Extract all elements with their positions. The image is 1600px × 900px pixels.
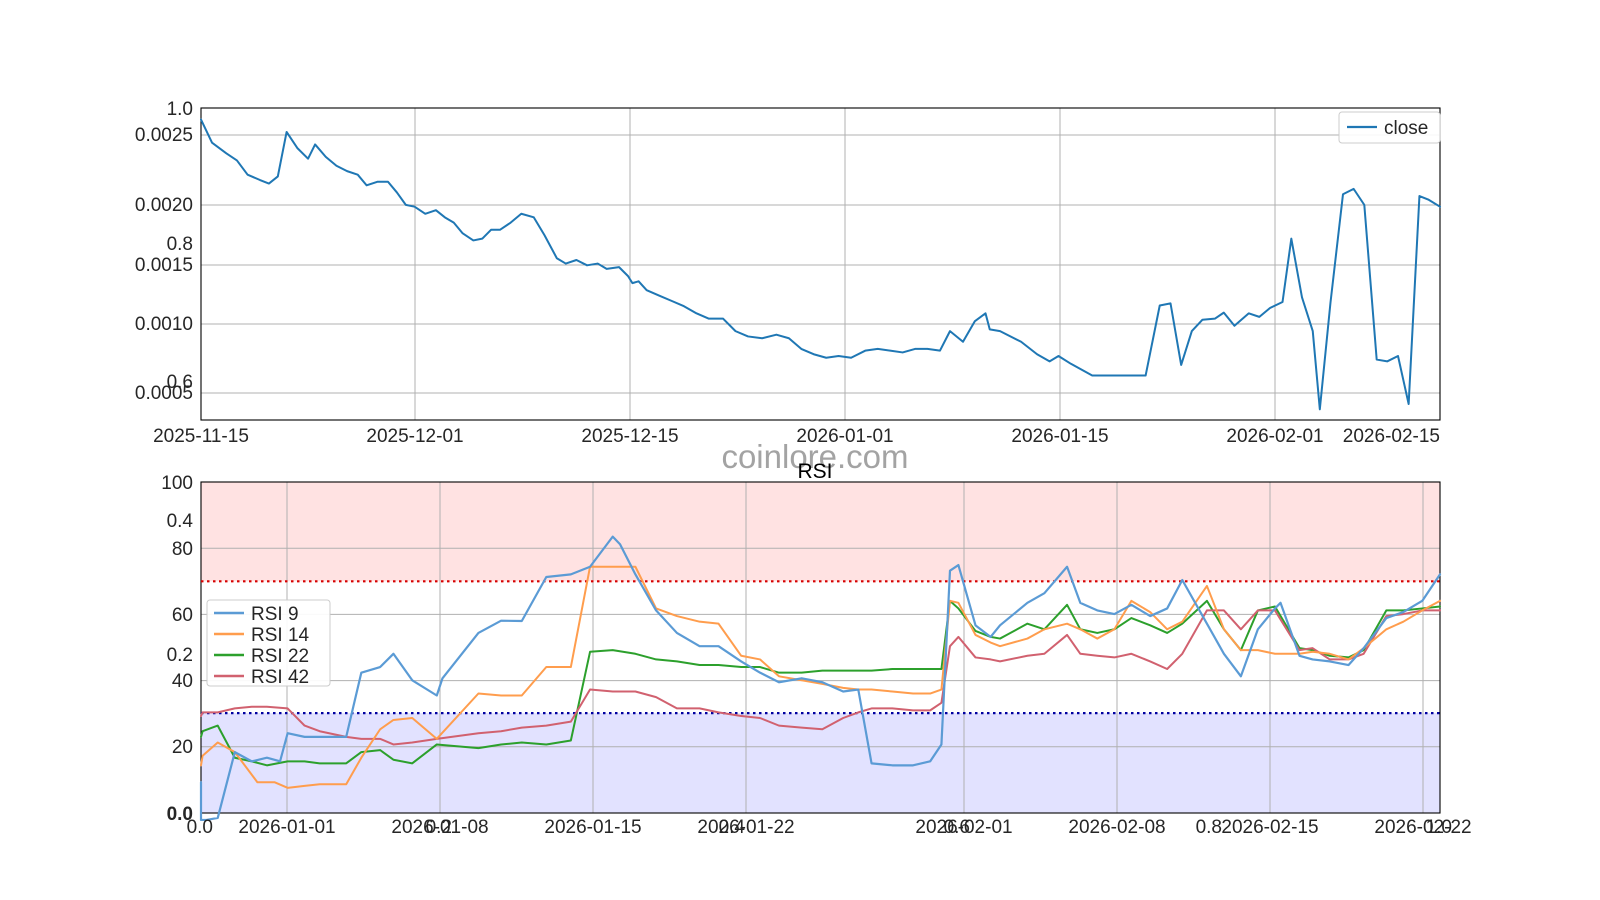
svg-text:2026-02-22: 2026-02-22 <box>1374 817 1471 838</box>
svg-text:2026-02-15: 2026-02-15 <box>1343 426 1440 447</box>
svg-text:RSI 42: RSI 42 <box>251 667 309 688</box>
svg-text:0.8: 0.8 <box>1196 817 1222 838</box>
svg-text:0.0025: 0.0025 <box>135 125 193 146</box>
svg-text:2026-02-01: 2026-02-01 <box>1226 426 1323 447</box>
svg-text:2026-01-22: 2026-01-22 <box>697 817 794 838</box>
svg-text:0.0015: 0.0015 <box>135 255 193 276</box>
svg-text:0.8: 0.8 <box>167 234 193 255</box>
svg-text:0.0020: 0.0020 <box>135 195 193 216</box>
svg-text:0.4: 0.4 <box>719 817 746 838</box>
svg-text:2026-02-15: 2026-02-15 <box>1221 817 1318 838</box>
svg-text:100: 100 <box>161 473 193 494</box>
svg-text:1.0: 1.0 <box>1426 817 1452 838</box>
svg-text:2025-12-15: 2025-12-15 <box>581 426 678 447</box>
svg-text:2026-01-15: 2026-01-15 <box>1011 426 1108 447</box>
svg-text:RSI: RSI <box>797 460 832 483</box>
svg-text:40: 40 <box>172 671 193 692</box>
svg-text:close: close <box>1384 118 1428 139</box>
svg-text:RSI 14: RSI 14 <box>251 625 310 646</box>
svg-text:0.0: 0.0 <box>187 817 213 838</box>
svg-text:RSI 9: RSI 9 <box>251 604 299 625</box>
svg-text:1.0: 1.0 <box>167 99 193 120</box>
svg-text:20: 20 <box>172 737 193 758</box>
svg-text:0.2: 0.2 <box>167 645 193 666</box>
svg-text:2026-02-08: 2026-02-08 <box>1068 817 1165 838</box>
svg-text:60: 60 <box>172 605 193 626</box>
svg-text:0.4: 0.4 <box>167 511 194 532</box>
svg-text:2025-11-15: 2025-11-15 <box>153 426 249 447</box>
svg-text:2026-01-01: 2026-01-01 <box>238 817 335 838</box>
svg-text:80: 80 <box>172 539 193 560</box>
svg-text:2026-01-15: 2026-01-15 <box>544 817 641 838</box>
svg-text:0.6: 0.6 <box>944 817 970 838</box>
svg-text:0.2: 0.2 <box>426 817 452 838</box>
svg-text:2025-12-01: 2025-12-01 <box>366 426 463 447</box>
svg-text:RSI 22: RSI 22 <box>251 646 309 667</box>
svg-text:0.0010: 0.0010 <box>135 314 193 335</box>
svg-text:0.6: 0.6 <box>167 372 193 393</box>
